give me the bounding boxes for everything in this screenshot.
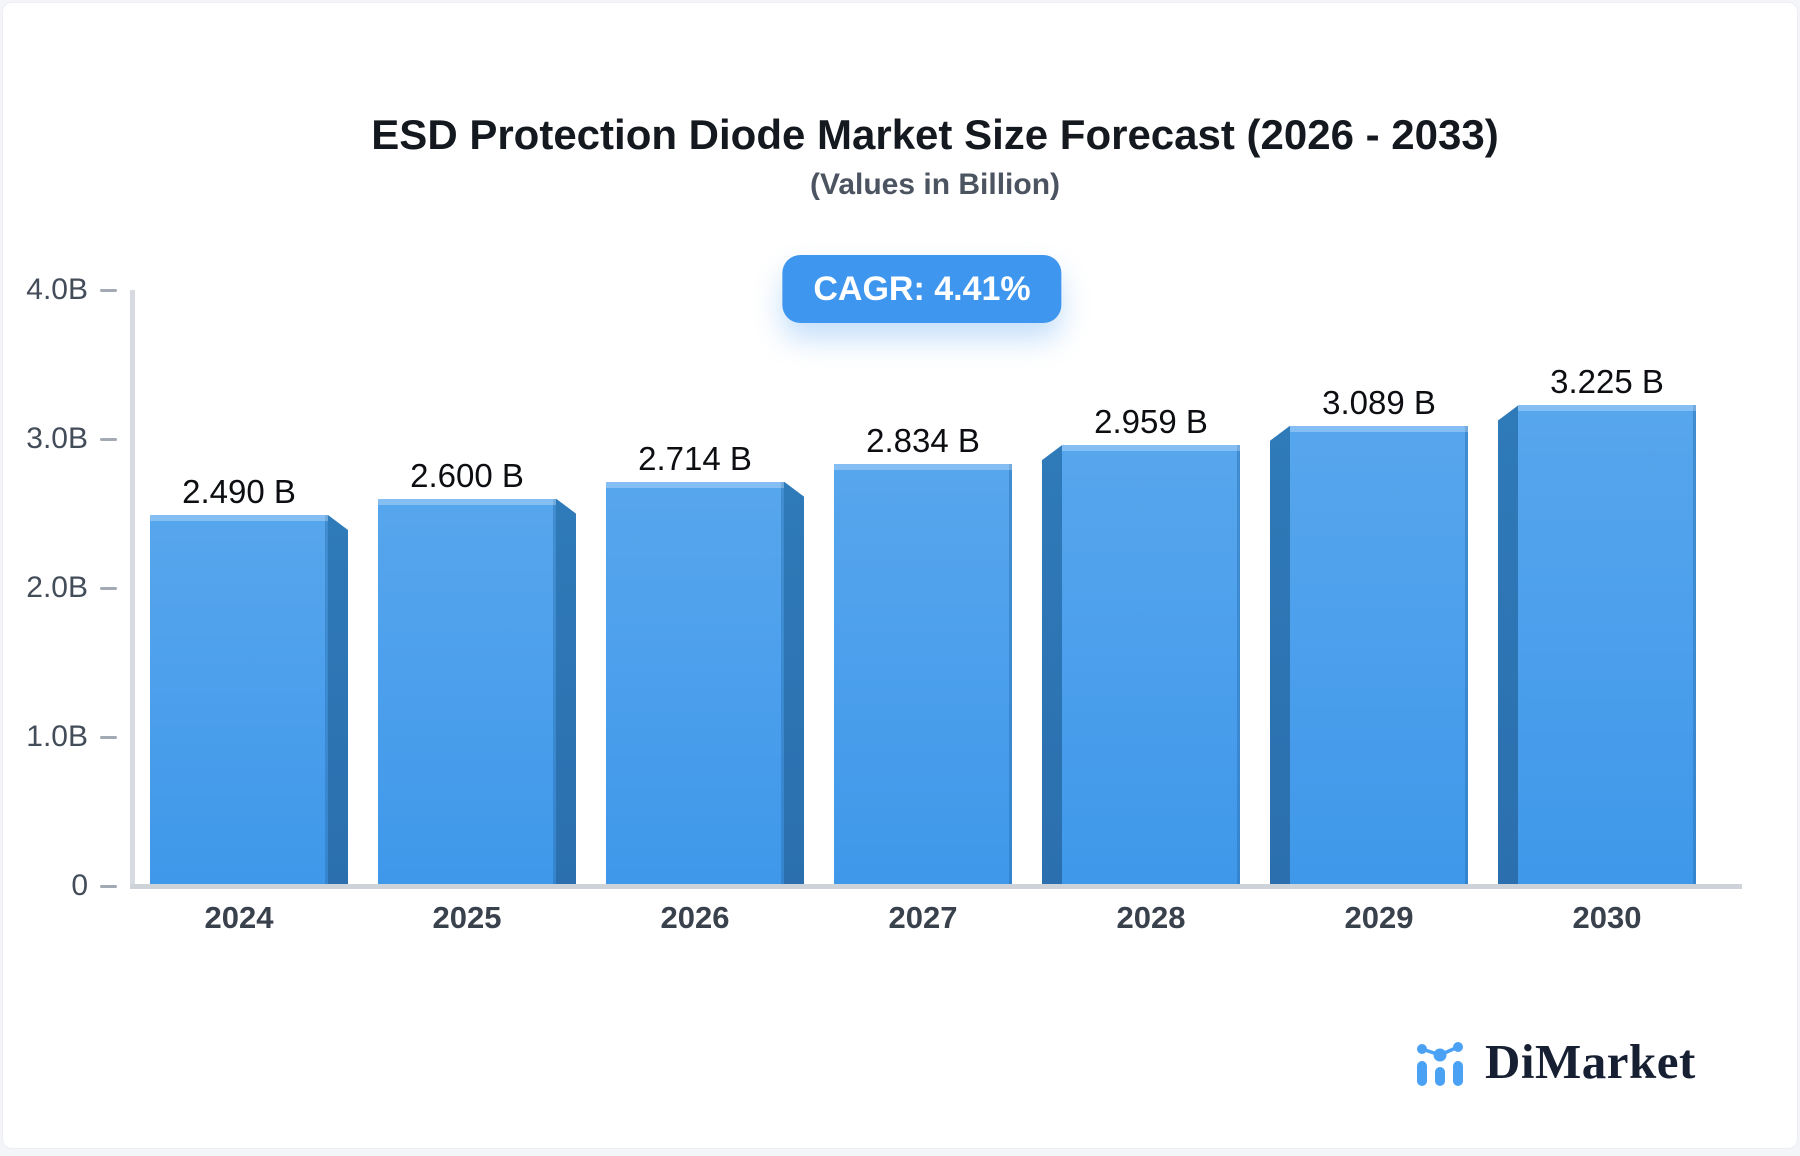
- brand-logo-text: DiMarket: [1485, 1034, 1696, 1089]
- x-axis-category-label: 2026: [660, 900, 730, 935]
- y-axis-tick: [100, 885, 117, 888]
- chart-subtitle: (Values in Billion): [809, 168, 1061, 201]
- bar-line-chart-icon: [1417, 1042, 1463, 1086]
- y-axis-tick-label: 2.0B: [26, 571, 88, 604]
- bar-value-label: 2.959 B: [1094, 403, 1208, 441]
- bar-2026: [606, 481, 784, 886]
- bar-2028: [1062, 445, 1240, 886]
- bar-value-label: 3.089 B: [1322, 383, 1436, 421]
- x-axis-category-label: 2030: [1572, 900, 1642, 935]
- y-axis-tick-label: 3.0B: [26, 422, 88, 455]
- brand-logo: DiMarket: [1413, 1034, 1696, 1088]
- bar-side-panel-2026: [784, 481, 804, 886]
- x-axis-category-label: 2024: [204, 900, 274, 935]
- bar-value-label: 2.600 B: [410, 456, 524, 494]
- bar-value-label: 2.490 B: [182, 472, 296, 510]
- x-axis-category-label: 2027: [888, 900, 958, 935]
- x-axis-category-label: 2028: [1116, 900, 1186, 935]
- bar-side-panel-2025: [556, 498, 576, 886]
- bar-value-label: 3.225 B: [1550, 363, 1664, 401]
- bar-2024: [150, 514, 328, 886]
- x-axis-baseline: [130, 884, 1742, 889]
- y-axis-tick-label: 4.0B: [26, 273, 88, 306]
- bar-2025: [378, 498, 556, 886]
- y-axis-tick: [100, 438, 117, 441]
- cagr-badge: CAGR: 4.41%: [782, 255, 1062, 323]
- bar-2029: [1290, 425, 1468, 886]
- y-axis-line: [130, 290, 135, 889]
- bar-2030: [1518, 405, 1696, 886]
- y-axis-tick: [100, 587, 117, 590]
- bar-side-panel-2030: [1498, 405, 1518, 886]
- chart-title: ESD Protection Diode Market Size Forecas…: [371, 111, 1499, 158]
- bar-value-label: 2.834 B: [866, 421, 980, 459]
- bar-value-label: 2.714 B: [638, 439, 752, 477]
- y-axis-tick-label: 0: [71, 869, 88, 902]
- x-axis-category-label: 2029: [1344, 900, 1414, 935]
- y-axis-tick-label: 1.0B: [26, 720, 88, 753]
- bar-side-panel-2028: [1042, 445, 1062, 886]
- bar-side-panel-2029: [1270, 425, 1290, 886]
- y-axis-tick: [100, 736, 117, 739]
- bar-2027: [834, 463, 1012, 886]
- bar-side-panel-2024: [328, 514, 348, 886]
- x-axis-category-label: 2025: [432, 900, 502, 935]
- y-axis-tick: [100, 289, 117, 292]
